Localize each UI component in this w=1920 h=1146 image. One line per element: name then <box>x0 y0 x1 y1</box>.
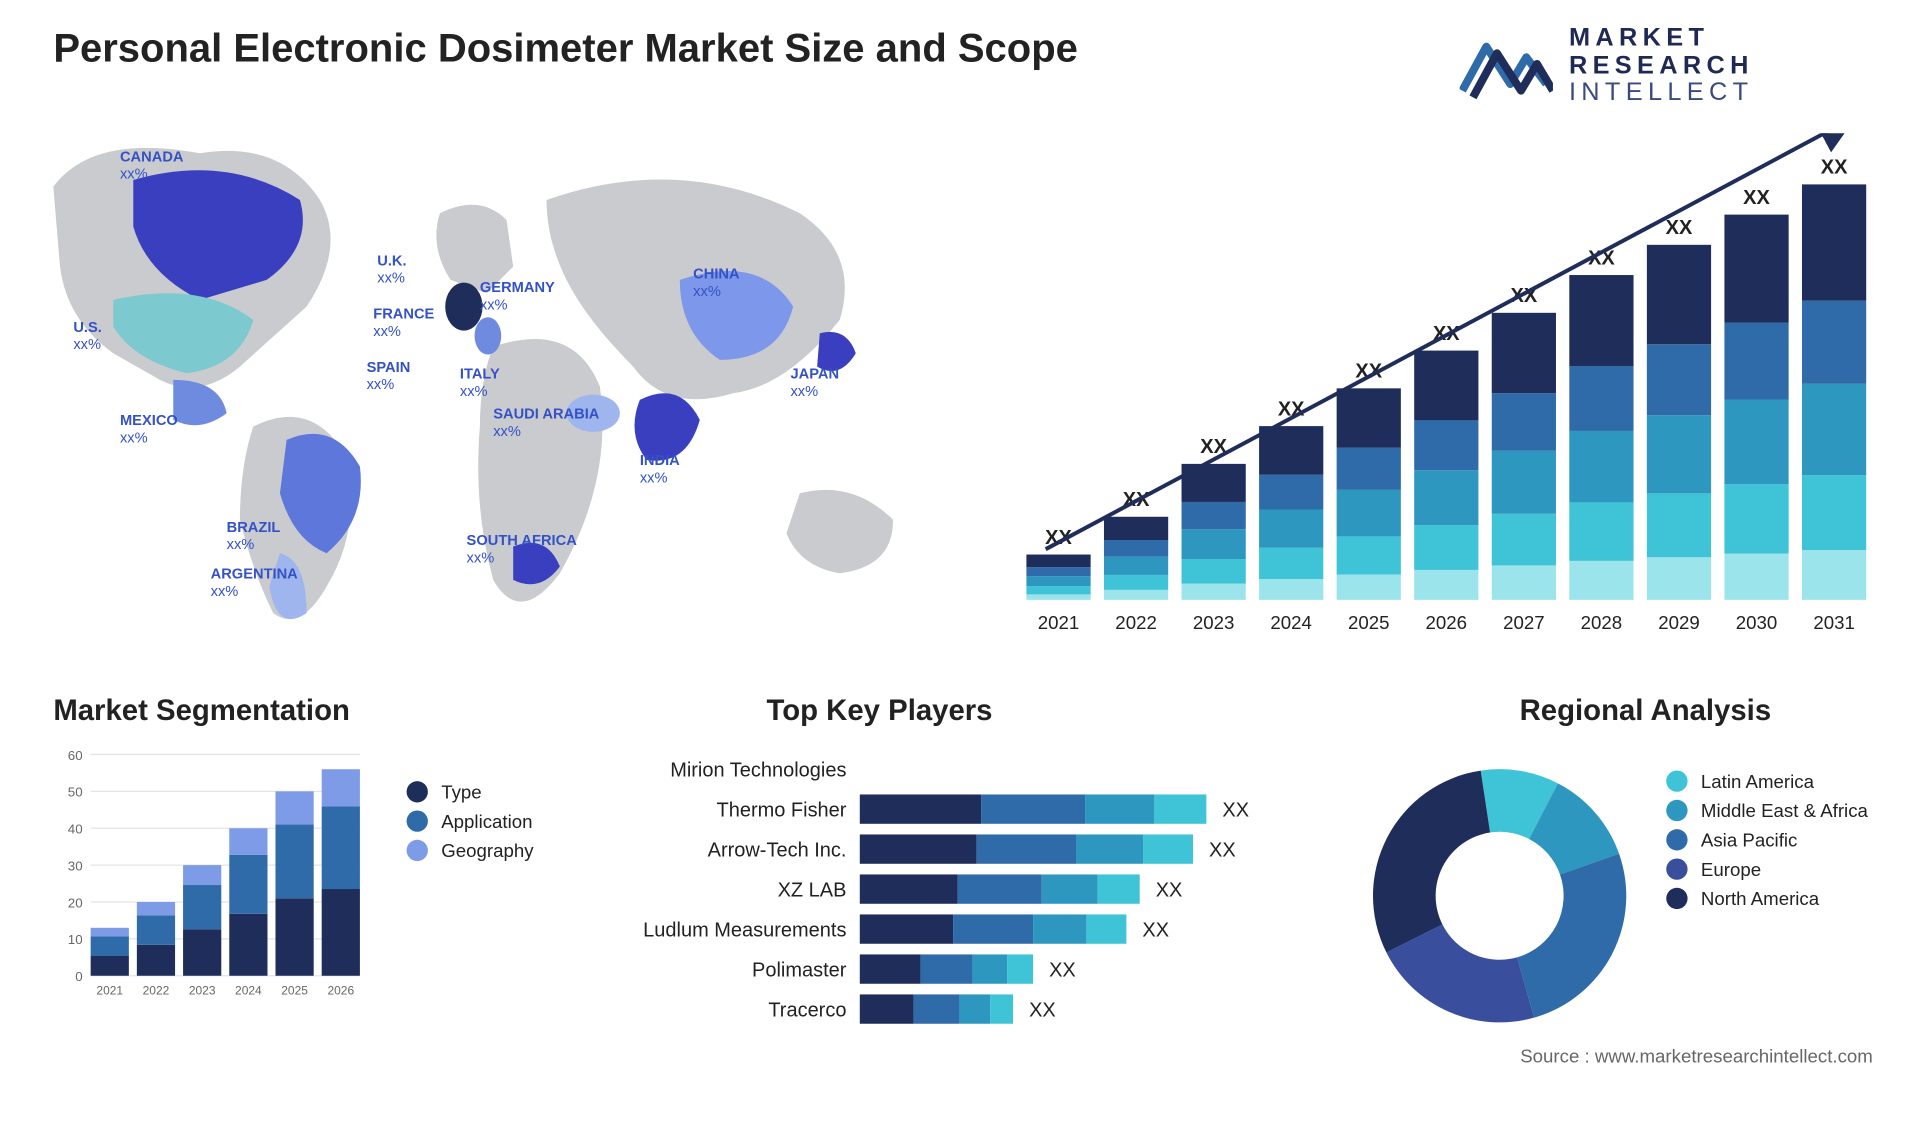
segmentation-panel: Market Segmentation 0 10 20 30 40 50 60 2021 202… <box>53 693 586 1040</box>
svg-text:XZ LAB: XZ LAB <box>778 879 847 901</box>
brand-line2: RESEARCH <box>1569 53 1754 81</box>
keyplayers-title: Top Key Players <box>766 693 992 728</box>
svg-text:Ludlum Measurements: Ludlum Measurements <box>643 919 846 941</box>
source-credit: Source : www.marketresearchintellect.com <box>1520 1045 1873 1066</box>
map-label-canada: CANADAxx% <box>120 149 184 183</box>
segmentation-legend-item: Geography <box>407 840 534 861</box>
regional-legend-item: Latin America <box>1666 770 1868 791</box>
map-label-france: FRANCExx% <box>373 307 434 341</box>
svg-text:XX: XX <box>1049 959 1076 981</box>
svg-text:0: 0 <box>75 969 82 984</box>
svg-text:2021: 2021 <box>1038 612 1080 633</box>
svg-text:40: 40 <box>68 822 83 837</box>
svg-text:20: 20 <box>68 895 83 910</box>
svg-text:60: 60 <box>68 748 83 763</box>
map-label-italy: ITALYxx% <box>460 367 500 401</box>
map-label-u-k-: U.K.xx% <box>377 253 406 287</box>
regional-legend-item: North America <box>1666 888 1868 909</box>
regional-panel: Regional Analysis Latin America Middle Ea… <box>1360 693 1893 1040</box>
brand-logo-icon <box>1460 30 1553 103</box>
svg-text:XX: XX <box>1743 187 1770 209</box>
svg-text:2025: 2025 <box>281 983 308 997</box>
regional-title: Regional Analysis <box>1520 693 1772 728</box>
svg-text:XX: XX <box>1666 217 1693 239</box>
svg-text:2022: 2022 <box>1115 612 1157 633</box>
map-label-japan: JAPANxx% <box>790 367 839 401</box>
svg-text:XX: XX <box>1142 919 1169 941</box>
world-map: CANADAxx% U.S.xx% MEXICOxx% BRAZILxx% ARGENT… <box>40 120 946 653</box>
svg-text:10: 10 <box>68 932 83 947</box>
svg-text:2027: 2027 <box>1503 612 1545 633</box>
svg-text:Polimaster: Polimaster <box>752 959 847 981</box>
svg-text:Tracerco: Tracerco <box>768 999 846 1021</box>
svg-text:2028: 2028 <box>1581 612 1623 633</box>
map-label-germany: GERMANYxx% <box>480 280 555 314</box>
svg-text:2030: 2030 <box>1736 612 1778 633</box>
svg-text:2024: 2024 <box>235 983 262 997</box>
growth-chart: XX2021XX2022XX2023XX2024XX2025XX2026XX20… <box>1000 133 1880 640</box>
svg-text:2026: 2026 <box>327 983 354 997</box>
svg-text:2022: 2022 <box>143 983 170 997</box>
svg-text:50: 50 <box>68 785 83 800</box>
page-title: Personal Electronic Dosimeter Market Siz… <box>53 27 1078 72</box>
svg-text:XX: XX <box>1209 839 1236 861</box>
segmentation-legend: Type Application Geography <box>407 773 534 869</box>
segmentation-legend-item: Type <box>407 781 534 802</box>
svg-text:Arrow-Tech Inc.: Arrow-Tech Inc. <box>708 839 847 861</box>
regional-legend-item: Asia Pacific <box>1666 829 1868 850</box>
svg-text:Thermo Fisher: Thermo Fisher <box>717 799 847 821</box>
svg-text:2031: 2031 <box>1813 612 1855 633</box>
svg-text:2023: 2023 <box>189 983 216 997</box>
segmentation-legend-item: Application <box>407 810 534 831</box>
map-label-china: CHINAxx% <box>693 267 739 301</box>
regional-legend-item: Middle East & Africa <box>1666 800 1868 821</box>
svg-text:XX: XX <box>1222 799 1249 821</box>
regional-legend-item: Europe <box>1666 858 1868 879</box>
brand-line1: MARKET <box>1569 25 1754 53</box>
keyplayers-panel: Top Key Players Mirion Technologies Therm… <box>620 693 1340 1040</box>
svg-text:2023: 2023 <box>1193 612 1235 633</box>
svg-text:2026: 2026 <box>1426 612 1468 633</box>
regional-legend: Latin America Middle East & Africa Asia Pa… <box>1666 762 1868 917</box>
svg-text:2021: 2021 <box>96 983 123 997</box>
map-label-u-s-: U.S.xx% <box>73 320 102 354</box>
segmentation-title: Market Segmentation <box>53 693 350 728</box>
svg-text:XX: XX <box>1821 157 1848 179</box>
map-label-india: INDIAxx% <box>640 453 680 487</box>
map-label-spain: SPAINxx% <box>367 360 411 394</box>
brand-logo: MARKET RESEARCH INTELLECT <box>1460 20 1873 113</box>
svg-text:2025: 2025 <box>1348 612 1390 633</box>
svg-text:Mirion Technologies: Mirion Technologies <box>670 759 846 781</box>
map-label-south-africa: SOUTH AFRICAxx% <box>467 533 577 567</box>
brand-line3: INTELLECT <box>1569 81 1754 109</box>
map-label-argentina: ARGENTINAxx% <box>211 567 298 601</box>
svg-text:2024: 2024 <box>1270 612 1312 633</box>
map-label-mexico: MEXICOxx% <box>120 413 178 447</box>
map-label-saudi-arabia: SAUDI ARABIAxx% <box>493 407 599 441</box>
svg-text:2029: 2029 <box>1658 612 1700 633</box>
svg-text:XX: XX <box>1156 879 1183 901</box>
svg-text:30: 30 <box>68 858 83 873</box>
map-label-brazil: BRAZILxx% <box>227 520 281 554</box>
svg-text:XX: XX <box>1029 999 1056 1021</box>
